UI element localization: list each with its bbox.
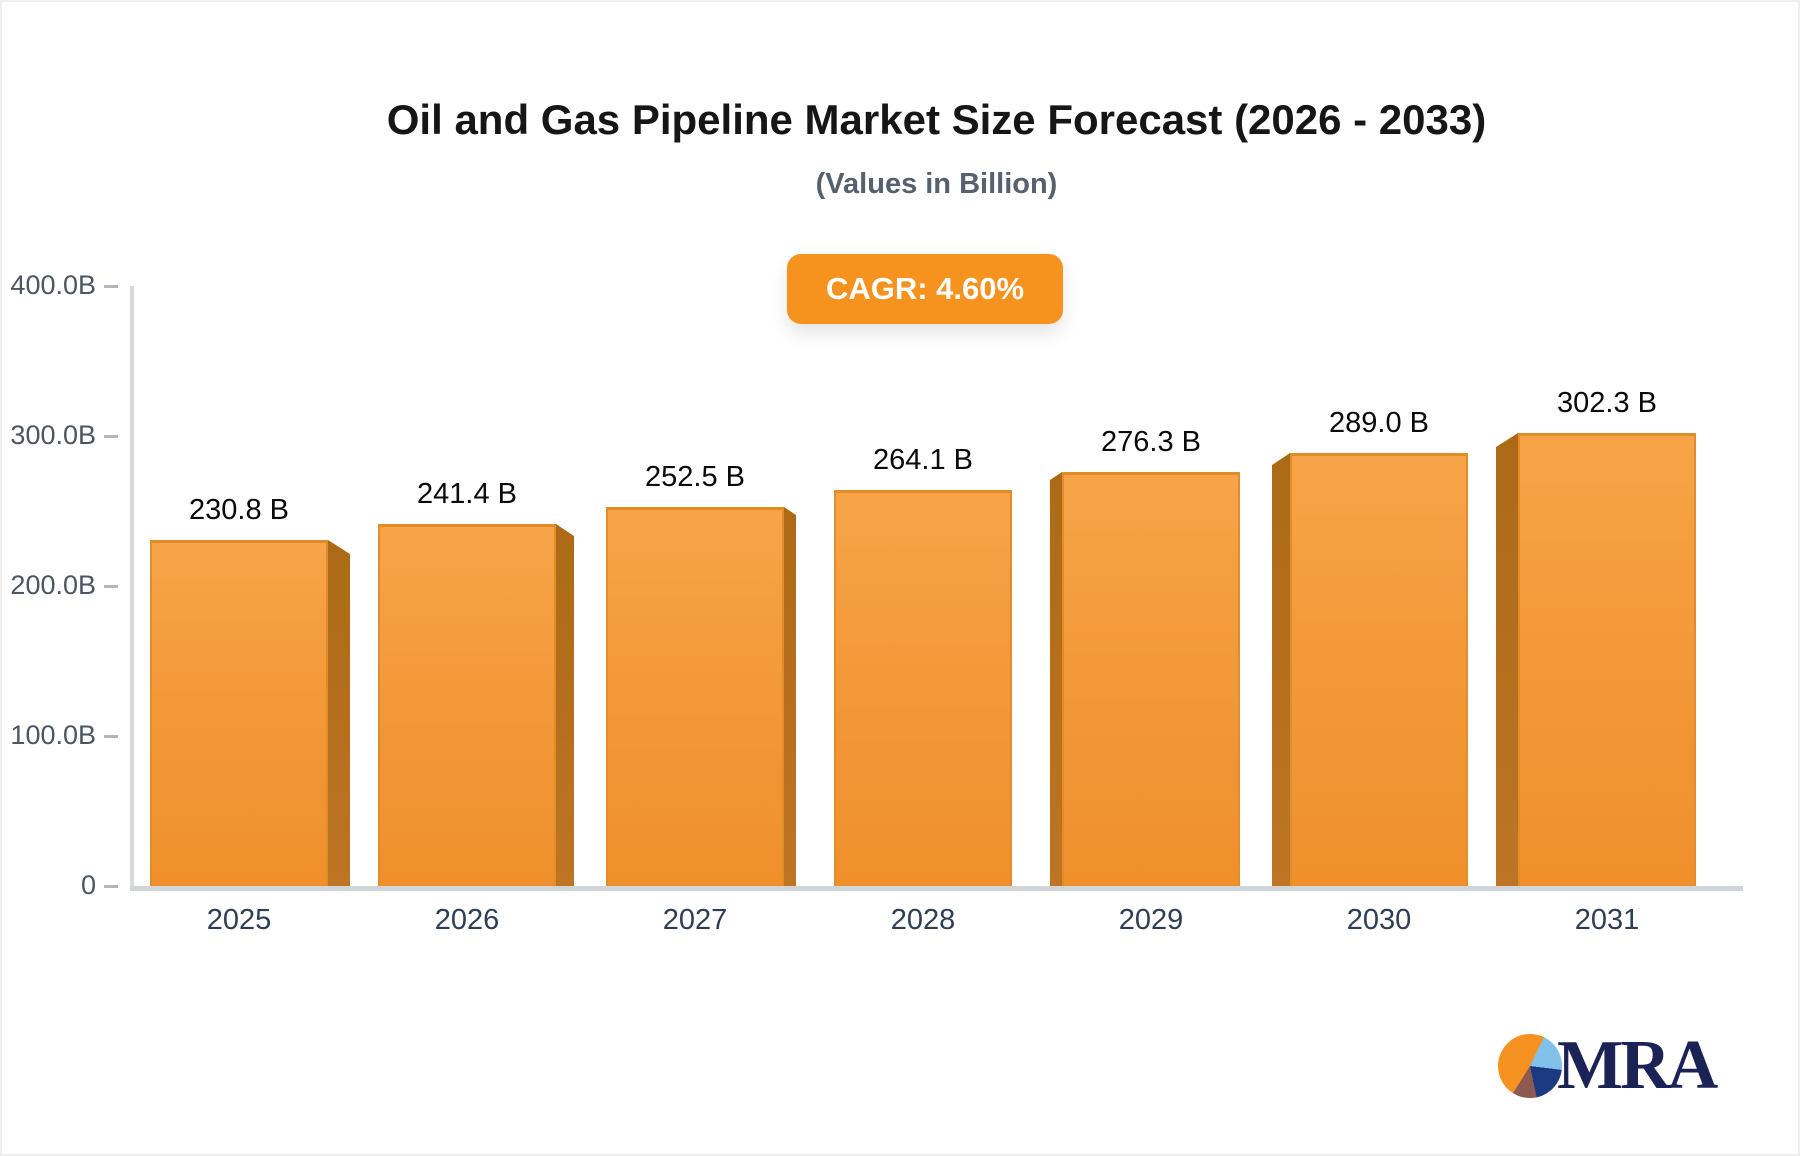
bar-value-label-2025: 230.8 B (189, 494, 289, 526)
y-axis-tick-mark (104, 735, 118, 738)
x-axis-label-2027: 2027 (662, 904, 728, 936)
bar-front-face-2030 (1290, 453, 1468, 886)
bar-front-face-2031 (1518, 433, 1696, 886)
bar-value-label-2029: 276.3 B (1101, 426, 1201, 458)
bar-front-face-2028 (834, 490, 1012, 886)
y-axis-tick-label: 0 (80, 870, 96, 900)
bar-value-label-2027: 252.5 B (645, 461, 745, 493)
y-axis-tick-label: 400.0B (10, 270, 96, 300)
bar-side-face-2029 (1050, 472, 1062, 886)
bar-front-face-2026 (378, 524, 556, 886)
bar-side-face-2030 (1272, 453, 1290, 886)
x-axis-label-2029: 2029 (1118, 904, 1184, 936)
cagr-badge: CAGR: 4.60% (787, 254, 1063, 324)
chart-subtitle: (Values in Billion) (815, 168, 1058, 200)
y-axis-tick-mark (104, 285, 118, 288)
y-axis-tick-mark (104, 885, 118, 888)
bar-side-face-2031 (1496, 433, 1518, 886)
bar-side-face-2026 (556, 524, 574, 886)
y-axis-line (130, 286, 134, 890)
brand-logo: MRA (1498, 1027, 1718, 1104)
pie-chart-logo-icon (1498, 1034, 1562, 1098)
y-axis-tick-label: 100.0B (10, 720, 96, 750)
x-axis-label-2026: 2026 (434, 904, 500, 936)
bar-front-face-2025 (150, 540, 328, 886)
y-axis-tick-mark (104, 585, 118, 588)
x-axis-label-2028: 2028 (890, 904, 956, 936)
x-axis-label-2030: 2030 (1346, 904, 1412, 936)
brand-logo-text: MRA (1557, 1027, 1718, 1104)
bar-front-face-2029 (1062, 472, 1240, 886)
bar-value-label-2030: 289.0 B (1329, 407, 1429, 439)
y-axis-tick-mark (104, 435, 118, 438)
bar-side-face-2027 (784, 507, 796, 886)
x-axis-label-2031: 2031 (1574, 904, 1640, 936)
bar-value-label-2026: 241.4 B (417, 478, 517, 510)
bar-value-label-2031: 302.3 B (1557, 387, 1657, 419)
chart-title: Oil and Gas Pipeline Market Size Forecas… (386, 96, 1487, 143)
y-axis-tick-label: 300.0B (10, 420, 96, 450)
y-axis-tick-label: 200.0B (10, 570, 96, 600)
bar-side-face-2025 (328, 540, 350, 886)
bar-front-face-2027 (606, 507, 784, 886)
x-axis-label-2025: 2025 (206, 904, 272, 936)
bar-value-label-2028: 264.1 B (873, 444, 973, 476)
x-axis-line (130, 886, 1743, 891)
